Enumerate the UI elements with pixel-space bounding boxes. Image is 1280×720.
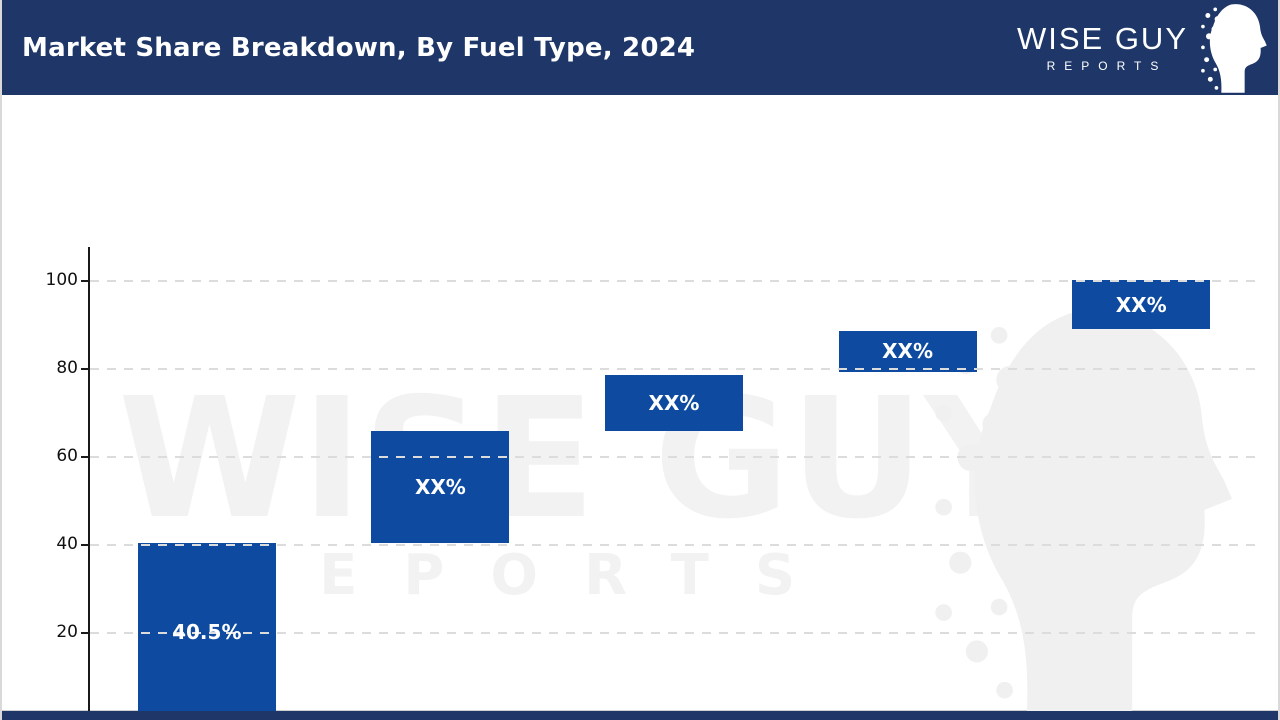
y-tick-label: 100 — [45, 270, 78, 290]
bar-value-label: XX% — [648, 390, 700, 415]
y-tick-label: 40 — [56, 534, 78, 554]
logo-text: WISE GUY REPORTS — [1017, 23, 1188, 73]
footer-divider — [2, 710, 1278, 711]
gridline — [90, 280, 1258, 282]
y-tick-label: 20 — [56, 622, 78, 642]
wise-guy-logo: WISE GUY REPORTS — [1017, 2, 1272, 94]
y-tick-label: 80 — [56, 358, 78, 378]
footer-bar — [2, 711, 1278, 720]
bar-value-label: XX% — [1115, 292, 1167, 317]
logo-wordmark: WISE GUY — [1016, 20, 1188, 56]
y-tick — [81, 456, 89, 458]
y-tick — [81, 544, 89, 546]
y-tick — [81, 632, 89, 634]
bar-value-label: XX% — [882, 339, 934, 364]
chart-title: Market Share Breakdown, By Fuel Type, 20… — [22, 32, 696, 63]
gridline — [90, 632, 1258, 634]
y-tick-label: 60 — [56, 446, 78, 466]
gridline — [90, 456, 1258, 458]
header-bar: Market Share Breakdown, By Fuel Type, 20… — [2, 0, 1278, 95]
dotted-face-icon — [1201, 3, 1267, 93]
bar-propane — [838, 330, 977, 373]
bar-gasoline — [137, 542, 276, 720]
gridline — [90, 544, 1258, 546]
y-axis-line — [88, 247, 90, 720]
plot-area: WISE GUY REPORTS 020406080100Gasoline40.… — [2, 95, 1278, 720]
watermark-face-icon — [935, 311, 1232, 713]
watermark-wordmark: WISE GUY — [118, 363, 1045, 556]
watermark-subtitle: REPORTS — [230, 543, 842, 608]
gridline — [90, 368, 1258, 370]
bar-value-label: 40.5% — [172, 619, 242, 644]
logo-subtitle: REPORTS — [1046, 58, 1168, 73]
bar-solar — [605, 375, 743, 431]
bar-value-label: XX% — [414, 475, 466, 500]
bar-electric — [1072, 279, 1211, 330]
y-tick — [81, 280, 89, 282]
y-tick — [81, 368, 89, 370]
bar-diesel — [371, 431, 510, 543]
